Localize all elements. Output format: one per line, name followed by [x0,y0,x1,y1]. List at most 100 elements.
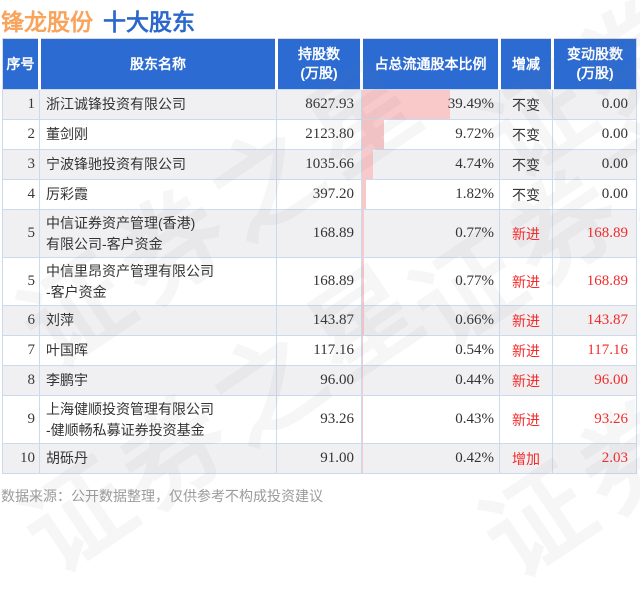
percent-bar [362,120,384,149]
shareholder-name-cell: 浙江诚锋投资有限公司 [39,89,277,120]
table-row: 5 中信证券资产管理(香港) 有限公司-客户资金 168.89 0.77% 新进… [2,209,637,258]
percent-cell: 0.77% [361,209,500,258]
change-cell: 不变 [499,119,553,150]
percent-cell: 1.82% [361,179,500,210]
delta-cell: 0.00 [552,119,637,150]
percent-cell: 9.72% [361,119,500,150]
shareholder-name-cell: 厉彩霞 [39,179,277,210]
percent-cell: 39.49% [361,89,500,120]
col-header-name: 股东名称 [38,38,277,90]
rank-cell: 10 [2,443,40,474]
percent-cell: 4.74% [361,149,500,180]
rank-cell: 6 [2,305,40,336]
percent-cell: 0.66% [361,305,500,336]
shareholder-name-cell: 叶国晖 [39,335,277,366]
percent-cell: 0.44% [361,365,500,396]
table-row: 1 浙江诚锋投资有限公司 8627.93 39.49% 不变 0.00 [2,89,637,120]
rank-cell: 1 [2,89,40,120]
percent-cell: 0.77% [361,257,500,306]
percent-bar [362,180,367,209]
percent-bar [362,150,373,179]
percent-bar [362,396,363,443]
table-row: 9 上海健顺投资管理有限公司 -健顺畅私募证券投资基金 93.26 0.43% … [2,395,637,444]
delta-cell: 0.00 [552,89,637,120]
shares-cell: 168.89 [276,257,362,306]
shares-cell: 397.20 [276,179,362,210]
percent-cell: 0.54% [361,335,500,366]
table-row: 4 厉彩霞 397.20 1.82% 不变 0.00 [2,179,637,210]
percent-value: 0.44% [455,372,494,388]
table-row: 8 李鹏宇 96.00 0.44% 新进 96.00 [2,365,637,396]
delta-cell: 117.16 [552,335,637,366]
table-header-row: 序号 股东名称 持股数 (万股) 占总流通股本比例 增减 变动股数 (万股) [2,38,637,90]
data-source-disclaimer: 数据来源：公开数据整理，仅供参考不构成投资建议 [1,488,323,504]
col-header-shares: 持股数 (万股) [275,38,362,90]
percent-bar [362,366,363,395]
percent-value: 0.66% [455,312,494,328]
col-header-percent: 占总流通股本比例 [360,38,500,90]
page-title: 锋龙股份 十大股东 [1,8,640,36]
percent-value: 0.54% [455,342,494,358]
percent-value: 0.43% [455,411,494,427]
change-cell: 新进 [499,365,553,396]
delta-cell: 143.87 [552,305,637,336]
percent-cell: 0.43% [361,395,500,444]
rank-cell: 3 [2,149,40,180]
percent-value: 39.49% [447,96,494,112]
table-row: 2 董剑刚 2123.80 9.72% 不变 0.00 [2,119,637,150]
change-cell: 不变 [499,89,553,120]
change-cell: 新进 [499,257,553,306]
delta-cell: 168.89 [552,209,637,258]
table-row: 10 胡砾丹 91.00 0.42% 增加 2.03 [2,443,637,474]
shareholder-name-cell: 李鹏宇 [39,365,277,396]
rank-cell: 5 [2,257,40,306]
shareholder-name-cell: 刘萍 [39,305,277,336]
percent-bar [362,90,451,119]
change-cell: 新进 [499,335,553,366]
percent-bar [362,210,364,257]
shareholders-table: 序号 股东名称 持股数 (万股) 占总流通股本比例 增减 变动股数 (万股) 1… [2,38,637,474]
col-header-change: 增减 [498,38,553,90]
shareholder-name-cell: 中信证券资产管理(香港) 有限公司-客户资金 [39,209,277,258]
rank-cell: 9 [2,395,40,444]
shares-cell: 168.89 [276,209,362,258]
shares-cell: 117.16 [276,335,362,366]
stock-name: 锋龙股份 [1,9,93,35]
rank-cell: 4 [2,179,40,210]
shareholder-name-cell: 胡砾丹 [39,443,277,474]
percent-value: 0.42% [455,450,494,466]
change-cell: 新进 [499,209,553,258]
delta-cell: 168.89 [552,257,637,306]
change-cell: 新进 [499,395,553,444]
table-row: 7 叶国晖 117.16 0.54% 新进 117.16 [2,335,637,366]
percent-bar [362,444,363,473]
percent-bar [362,336,364,365]
delta-cell: 93.26 [552,395,637,444]
percent-value: 4.74% [455,156,494,172]
percent-value: 0.77% [455,273,494,289]
shareholder-name-cell: 中信里昂资产管理有限公司 -客户资金 [39,257,277,306]
change-cell: 新进 [499,305,553,336]
percent-bar [362,306,364,335]
percent-value: 9.72% [455,126,494,142]
rank-cell: 2 [2,119,40,150]
rank-cell: 7 [2,335,40,366]
shareholder-name-cell: 上海健顺投资管理有限公司 -健顺畅私募证券投资基金 [39,395,277,444]
delta-cell: 0.00 [552,179,637,210]
delta-cell: 2.03 [552,443,637,474]
shares-cell: 93.26 [276,395,362,444]
shares-cell: 8627.93 [276,89,362,120]
change-cell: 不变 [499,149,553,180]
percent-cell: 0.42% [361,443,500,474]
col-header-delta: 变动股数 (万股) [551,38,637,90]
shares-cell: 1035.66 [276,149,362,180]
delta-cell: 0.00 [552,149,637,180]
percent-bar [362,258,364,305]
col-header-rank: 序号 [2,38,40,90]
table-row: 3 宁波锋驰投资有限公司 1035.66 4.74% 不变 0.00 [2,149,637,180]
shares-cell: 2123.80 [276,119,362,150]
shares-cell: 143.87 [276,305,362,336]
rank-cell: 5 [2,209,40,258]
delta-cell: 96.00 [552,365,637,396]
title-suffix: 十大股东 [103,9,195,35]
